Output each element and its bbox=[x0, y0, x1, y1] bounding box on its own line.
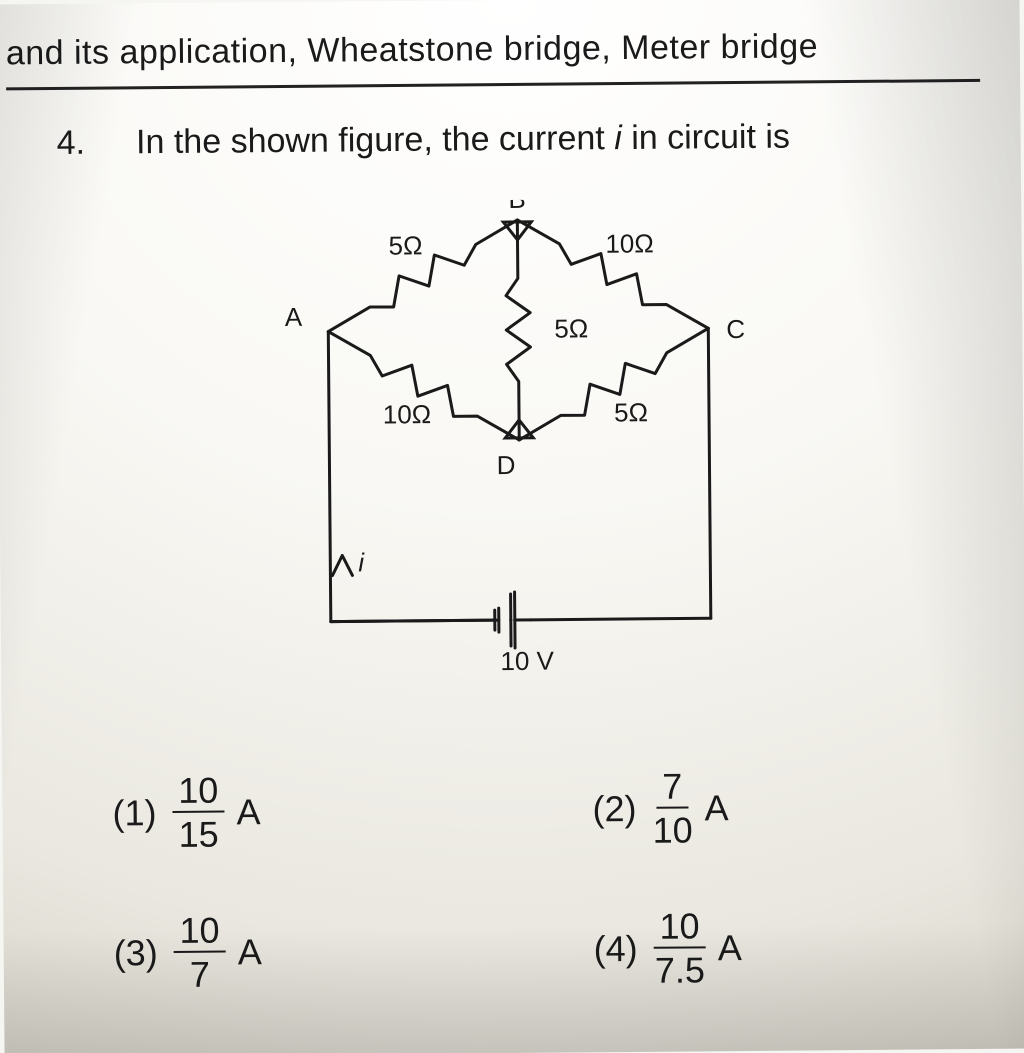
option-fraction: 1015 bbox=[172, 773, 225, 853]
option-3: (3) 107 A bbox=[113, 912, 262, 993]
svg-text:5Ω: 5Ω bbox=[614, 397, 648, 427]
option-fraction: 710 bbox=[652, 768, 693, 848]
option-4: (4) 107.5 A bbox=[593, 908, 742, 989]
section-header: and its application, Wheatstone bridge, … bbox=[6, 26, 980, 90]
options-block: (1) 1015 A (2) 710 A (3) 107 A (4) 107.5 A bbox=[112, 766, 968, 1033]
option-fraction: 107 bbox=[173, 913, 226, 993]
circuit-svg: 5Ω 10Ω 10Ω 5Ω 5Ω A B C D 10 V i bbox=[247, 197, 812, 722]
option-2: (2) 710 A bbox=[592, 768, 729, 849]
option-label: (1) bbox=[112, 792, 156, 834]
svg-text:10 V: 10 V bbox=[500, 646, 554, 676]
svg-text:10Ω: 10Ω bbox=[605, 228, 654, 258]
option-1: (1) 1015 A bbox=[112, 772, 261, 853]
option-fraction: 107.5 bbox=[653, 908, 706, 988]
svg-text:10Ω: 10Ω bbox=[383, 399, 432, 429]
option-label: (3) bbox=[114, 932, 158, 974]
section-header-text: and its application, Wheatstone bridge, … bbox=[6, 27, 819, 72]
svg-text:B: B bbox=[508, 197, 526, 214]
svg-text:A: A bbox=[285, 302, 303, 332]
question-text: In the shown figure, the current i in ci… bbox=[136, 118, 790, 162]
circuit-figure: 5Ω 10Ω 10Ω 5Ω 5Ω A B C D 10 V i bbox=[247, 197, 812, 722]
page-photo: and its application, Wheatstone bridge, … bbox=[0, 0, 1024, 1053]
svg-text:D: D bbox=[497, 450, 516, 480]
option-unit: A bbox=[704, 787, 728, 829]
question-number: 4. bbox=[56, 123, 126, 163]
option-label: (4) bbox=[594, 928, 638, 970]
option-unit: A bbox=[236, 791, 260, 833]
svg-text:5Ω: 5Ω bbox=[388, 230, 422, 260]
option-unit: A bbox=[718, 927, 742, 969]
svg-text:i: i bbox=[358, 547, 365, 577]
option-label: (2) bbox=[592, 788, 636, 830]
question: 4. In the shown figure, the current i in… bbox=[56, 116, 980, 163]
option-unit: A bbox=[238, 931, 262, 973]
svg-text:5Ω: 5Ω bbox=[554, 313, 588, 343]
svg-text:C: C bbox=[726, 314, 745, 344]
